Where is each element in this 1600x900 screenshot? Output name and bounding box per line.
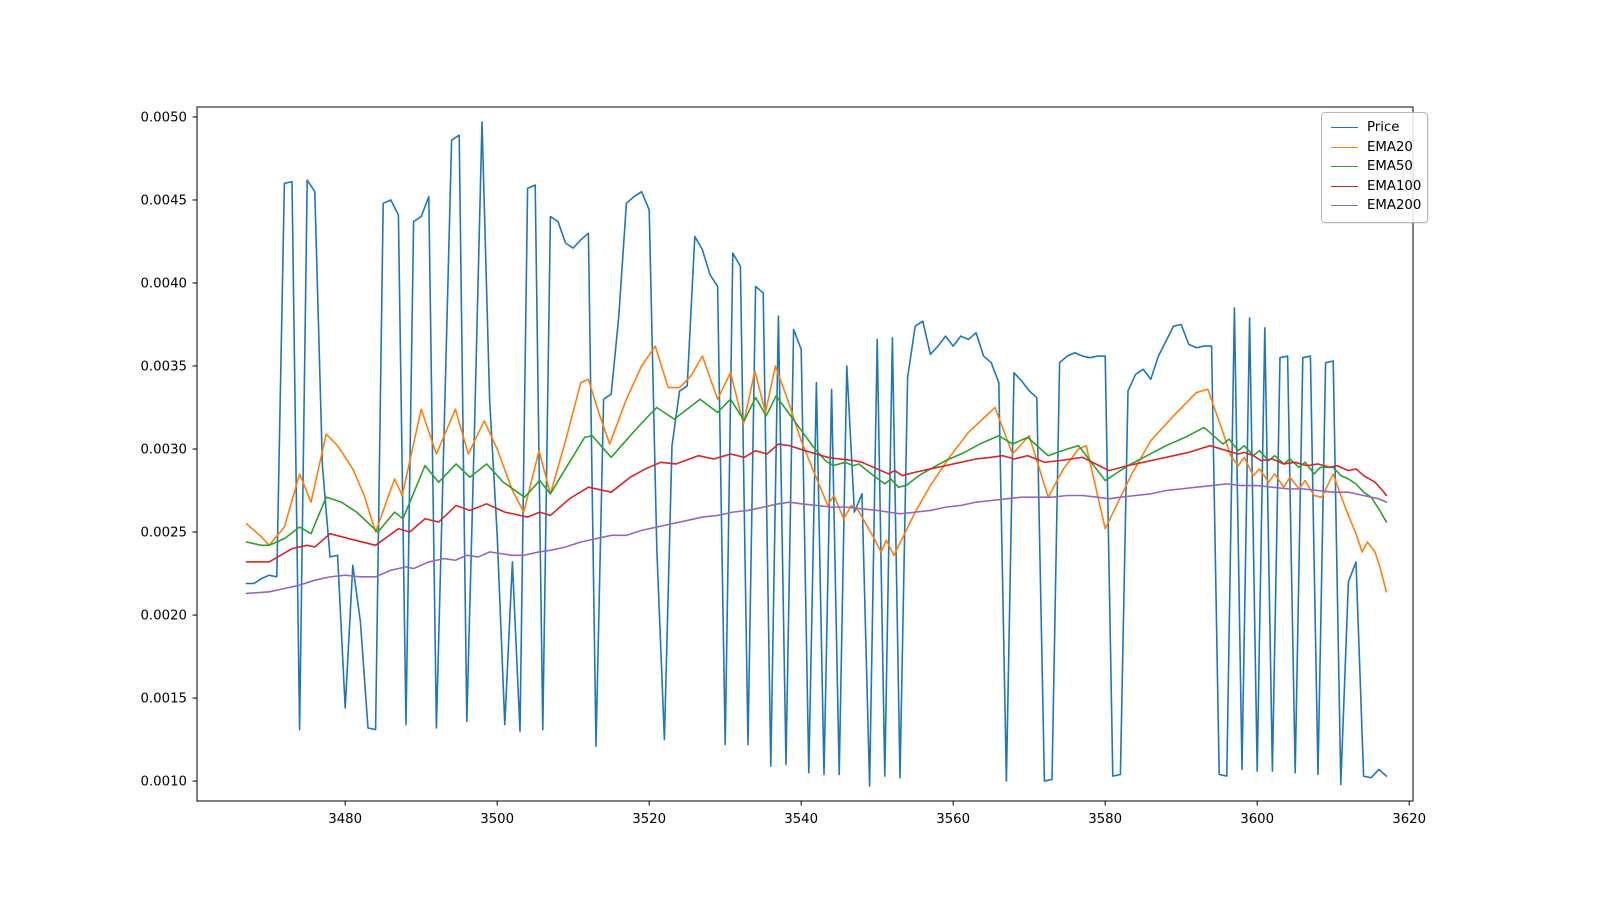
legend-label: EMA50: [1367, 159, 1413, 175]
y-tick-label: 0.0045: [140, 193, 187, 208]
axes-frame: [196, 106, 1414, 802]
legend-label: EMA200: [1367, 198, 1422, 214]
x-tick-label: 3580: [1088, 812, 1122, 827]
legend-label: EMA100: [1367, 178, 1422, 194]
x-tick-label: 3480: [328, 812, 362, 827]
legend-item-EMA50: EMA50: [1331, 157, 1419, 177]
legend-label: Price: [1367, 120, 1400, 136]
series-line-EMA20: [245, 345, 1388, 593]
series-line-Price: [245, 121, 1388, 787]
y-tick-label: 0.0030: [140, 443, 187, 458]
legend-box: Price EMA20 EMA50 EMA100 EMA200: [1321, 112, 1428, 223]
x-tick-label: 3520: [632, 812, 666, 827]
y-tick-label: 0.0020: [140, 609, 187, 624]
y-tick-label: 0.0025: [140, 526, 187, 541]
x-tick-label: 3600: [1240, 812, 1274, 827]
legend-item-EMA200: EMA200: [1331, 196, 1422, 216]
series-line-EMA100: [245, 443, 1388, 563]
x-tick-label: 3500: [480, 812, 514, 827]
x-tick-label: 3540: [784, 812, 818, 827]
legend-line-swatch: [1331, 127, 1358, 129]
legend-item-Price: Price: [1331, 118, 1419, 138]
y-tick-label: 0.0040: [140, 276, 187, 291]
legend-line-swatch: [1331, 146, 1358, 148]
legend-line-swatch: [1331, 205, 1358, 207]
y-tick-label: 0.0015: [140, 692, 187, 707]
legend-label: EMA20: [1367, 139, 1413, 155]
legend-item-EMA100: EMA100: [1331, 177, 1422, 197]
y-tick-label: 0.0050: [140, 110, 187, 125]
series-line-EMA200: [245, 483, 1388, 595]
y-tick-label: 0.0035: [140, 360, 187, 375]
series-line-EMA50: [245, 395, 1388, 547]
legend-line-swatch: [1331, 185, 1358, 187]
x-tick-label: 3560: [936, 812, 970, 827]
legend-line-swatch: [1331, 166, 1358, 168]
y-tick-label: 0.0010: [140, 775, 187, 790]
legend-item-EMA20: EMA20: [1331, 138, 1419, 158]
x-tick-label: 3620: [1392, 812, 1426, 827]
